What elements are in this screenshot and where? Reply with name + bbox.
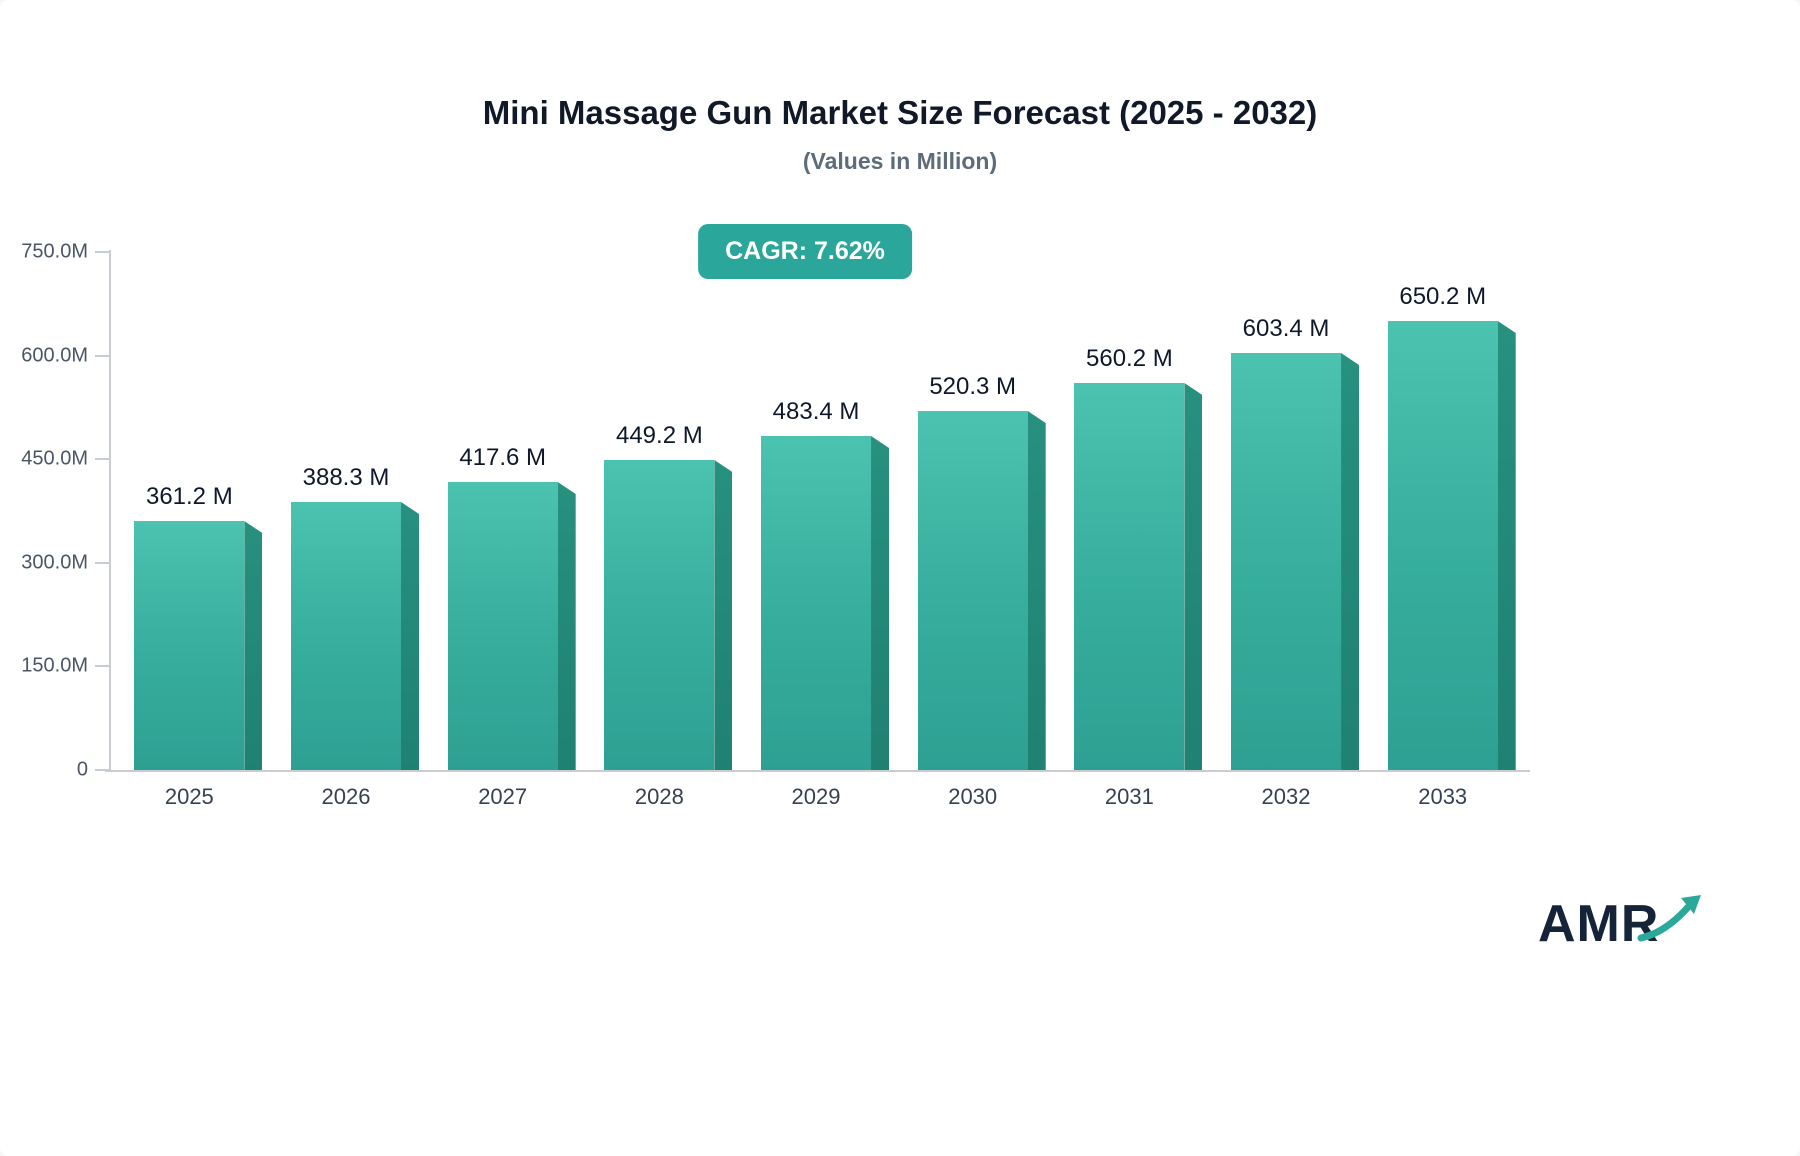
y-tick-mark bbox=[95, 665, 110, 668]
bar-2029 bbox=[761, 436, 890, 770]
x-axis-label: 2031 bbox=[1104, 784, 1154, 809]
y-tick-mark bbox=[95, 769, 110, 771]
bar-slot-2033: 650.2 M 2033 bbox=[1364, 252, 1521, 809]
bar-side-face bbox=[244, 521, 263, 770]
bar-slot-2028: 449.2 M 2028 bbox=[581, 252, 738, 809]
bar-front-face bbox=[604, 460, 715, 770]
x-axis-line bbox=[105, 770, 1530, 772]
bar-side-face bbox=[1184, 383, 1203, 770]
x-axis-label: 2027 bbox=[478, 784, 528, 809]
bar-2025 bbox=[134, 521, 263, 770]
bar-slot-2032: 603.4 M 2032 bbox=[1208, 252, 1365, 809]
bar-value-label: 361.2 M bbox=[145, 483, 233, 510]
bar-front-face bbox=[447, 482, 558, 770]
bar-side-face bbox=[401, 502, 419, 770]
chart-subtitle: (Values in Million) bbox=[802, 148, 998, 174]
x-axis-label: 2025 bbox=[164, 784, 214, 809]
bar-value-label: 417.6 M bbox=[459, 444, 547, 471]
bar-value-label: 449.2 M bbox=[615, 422, 703, 449]
plot-area: 361.2 M 2025 388.3 M 2026 417.6 M 2027 449.2 M… bbox=[111, 252, 1521, 809]
bar-slot-2027: 417.6 M 2027 bbox=[424, 252, 581, 809]
bar-front-face bbox=[291, 502, 401, 770]
bar-2027 bbox=[447, 482, 576, 770]
y-tick-label: 450.0M bbox=[21, 447, 88, 470]
y-axis-line bbox=[109, 250, 111, 772]
bar-2030 bbox=[917, 411, 1046, 770]
bar-side-face bbox=[1497, 321, 1516, 770]
x-axis-label: 2032 bbox=[1261, 784, 1311, 809]
y-tick-label: 150.0M bbox=[21, 654, 88, 677]
bar-value-label: 603.4 M bbox=[1242, 315, 1330, 342]
x-axis-label: 2033 bbox=[1418, 784, 1468, 809]
bar-front-face bbox=[134, 521, 245, 770]
bar-side-face bbox=[557, 482, 576, 770]
bar-value-label: 650.2 M bbox=[1399, 283, 1487, 310]
x-axis-label: 2026 bbox=[321, 784, 371, 809]
y-tick-label: 600.0M bbox=[21, 344, 88, 367]
bar-front-face bbox=[761, 436, 872, 770]
bar-side-face bbox=[871, 436, 890, 770]
bar-side-face bbox=[1341, 353, 1360, 770]
growth-arrow-icon bbox=[1637, 895, 1702, 942]
y-tick-label: 300.0M bbox=[21, 551, 88, 574]
bar-side-face bbox=[714, 460, 733, 770]
x-axis-label: 2029 bbox=[791, 784, 841, 809]
bar-front-face bbox=[1231, 353, 1342, 770]
y-tick-label: 750.0M bbox=[21, 240, 88, 263]
y-tick-mark bbox=[95, 251, 110, 253]
y-tick-label: 0 bbox=[76, 758, 88, 781]
bar-slot-2026: 388.3 M 2026 bbox=[268, 252, 425, 809]
chart-title: Mini Massage Gun Market Size Forecast (2… bbox=[482, 94, 1318, 131]
y-axis-ticks: 750.0M 600.0M 450.0M 300.0M 150.0M 0 bbox=[0, 241, 110, 781]
y-tick-mark bbox=[95, 458, 110, 461]
bar-front-face bbox=[917, 411, 1028, 770]
x-axis-label: 2030 bbox=[948, 784, 998, 809]
bar-side-face bbox=[1027, 411, 1046, 770]
bar-2031 bbox=[1074, 383, 1203, 770]
x-axis-label: 2028 bbox=[634, 784, 684, 809]
bar-2026 bbox=[291, 502, 419, 770]
amr-logo-text: AMR bbox=[1538, 895, 1660, 953]
amr-logo: AMR bbox=[1538, 894, 1703, 954]
bar-value-label: 388.3 M bbox=[302, 464, 390, 491]
bar-value-label: 520.3 M bbox=[929, 373, 1017, 400]
bar-slot-2029: 483.4 M 2029 bbox=[738, 252, 895, 809]
bar-slot-2030: 520.3 M 2030 bbox=[894, 252, 1051, 809]
bar-front-face bbox=[1074, 383, 1185, 770]
bar-2028 bbox=[604, 460, 733, 770]
bar-value-label: 560.2 M bbox=[1086, 345, 1173, 372]
y-tick-mark bbox=[95, 354, 110, 357]
bar-front-face bbox=[1387, 321, 1498, 770]
y-tick-mark bbox=[95, 561, 110, 564]
bar-2032 bbox=[1231, 353, 1360, 770]
bar-slot-2025: 361.2 M 2025 bbox=[111, 252, 268, 809]
bar-2033 bbox=[1387, 321, 1516, 770]
bar-slot-2031: 560.2 M 2031 bbox=[1051, 252, 1208, 809]
cagr-badge: CAGR: 7.62% bbox=[698, 224, 912, 279]
bar-value-label: 483.4 M bbox=[772, 398, 860, 425]
